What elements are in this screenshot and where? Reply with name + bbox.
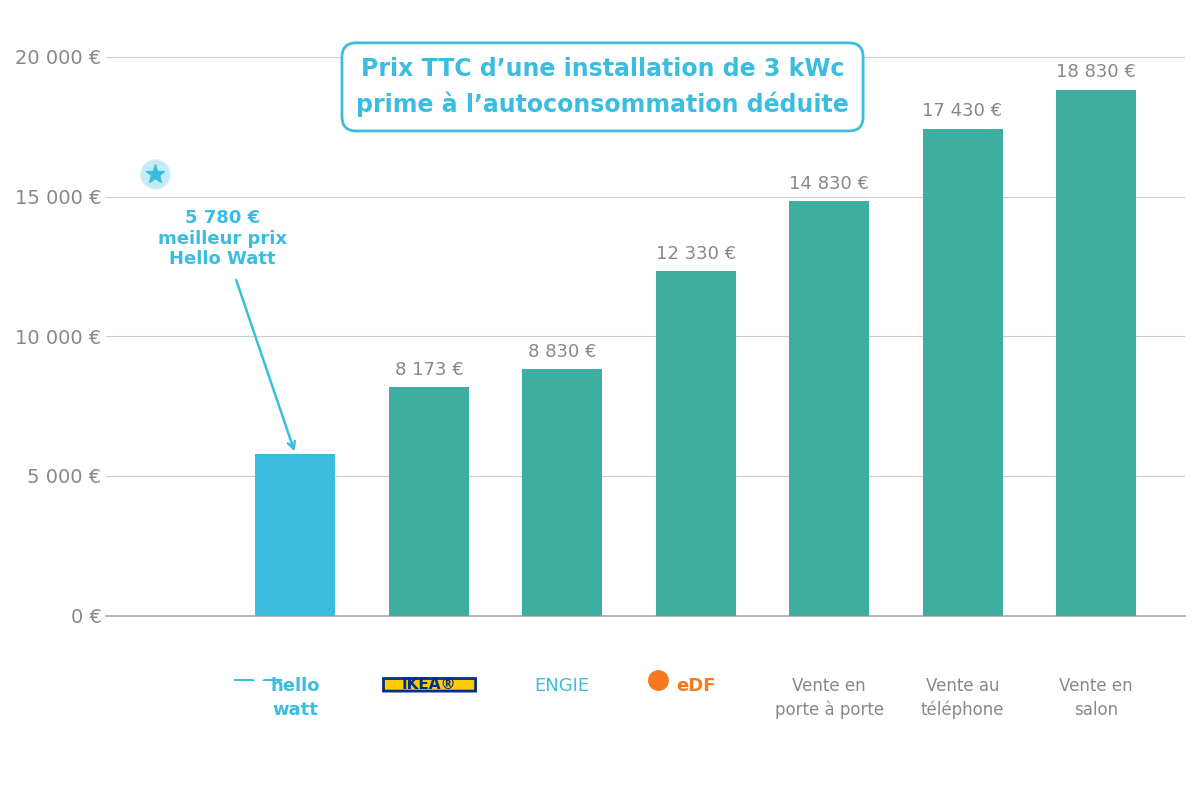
Bar — [1056, 90, 1136, 616]
Text: 12 330 €: 12 330 € — [655, 245, 736, 263]
Text: 14 830 €: 14 830 € — [790, 175, 869, 193]
Bar — [655, 271, 736, 616]
Text: hello
watt: hello watt — [271, 677, 320, 718]
Text: ENGIE: ENGIE — [535, 677, 590, 695]
Text: Vente en
salon: Vente en salon — [1060, 677, 1133, 718]
Bar — [522, 369, 602, 616]
Text: IKEA: IKEA — [406, 677, 452, 695]
Text: Prix TTC d’une installation de 3 kWc
prime à l’autoconsommation déduite: Prix TTC d’une installation de 3 kWc pri… — [356, 57, 848, 117]
Text: 8 173 €: 8 173 € — [395, 361, 463, 379]
FancyBboxPatch shape — [384, 678, 475, 691]
Text: Vente en
porte à porte: Vente en porte à porte — [774, 677, 883, 719]
Text: 18 830 €: 18 830 € — [1056, 63, 1136, 82]
Text: eDF: eDF — [676, 677, 715, 695]
Text: 8 830 €: 8 830 € — [528, 342, 596, 361]
Text: Vente au
téléphone: Vente au téléphone — [920, 677, 1004, 719]
Text: IKEA®: IKEA® — [402, 677, 456, 692]
Text: 17 430 €: 17 430 € — [923, 102, 1002, 120]
Bar — [790, 202, 869, 616]
Bar — [389, 387, 469, 616]
Bar — [256, 454, 336, 616]
Text: 5 780 €
meilleur prix
Hello Watt: 5 780 € meilleur prix Hello Watt — [157, 209, 295, 449]
Bar — [923, 129, 1002, 616]
